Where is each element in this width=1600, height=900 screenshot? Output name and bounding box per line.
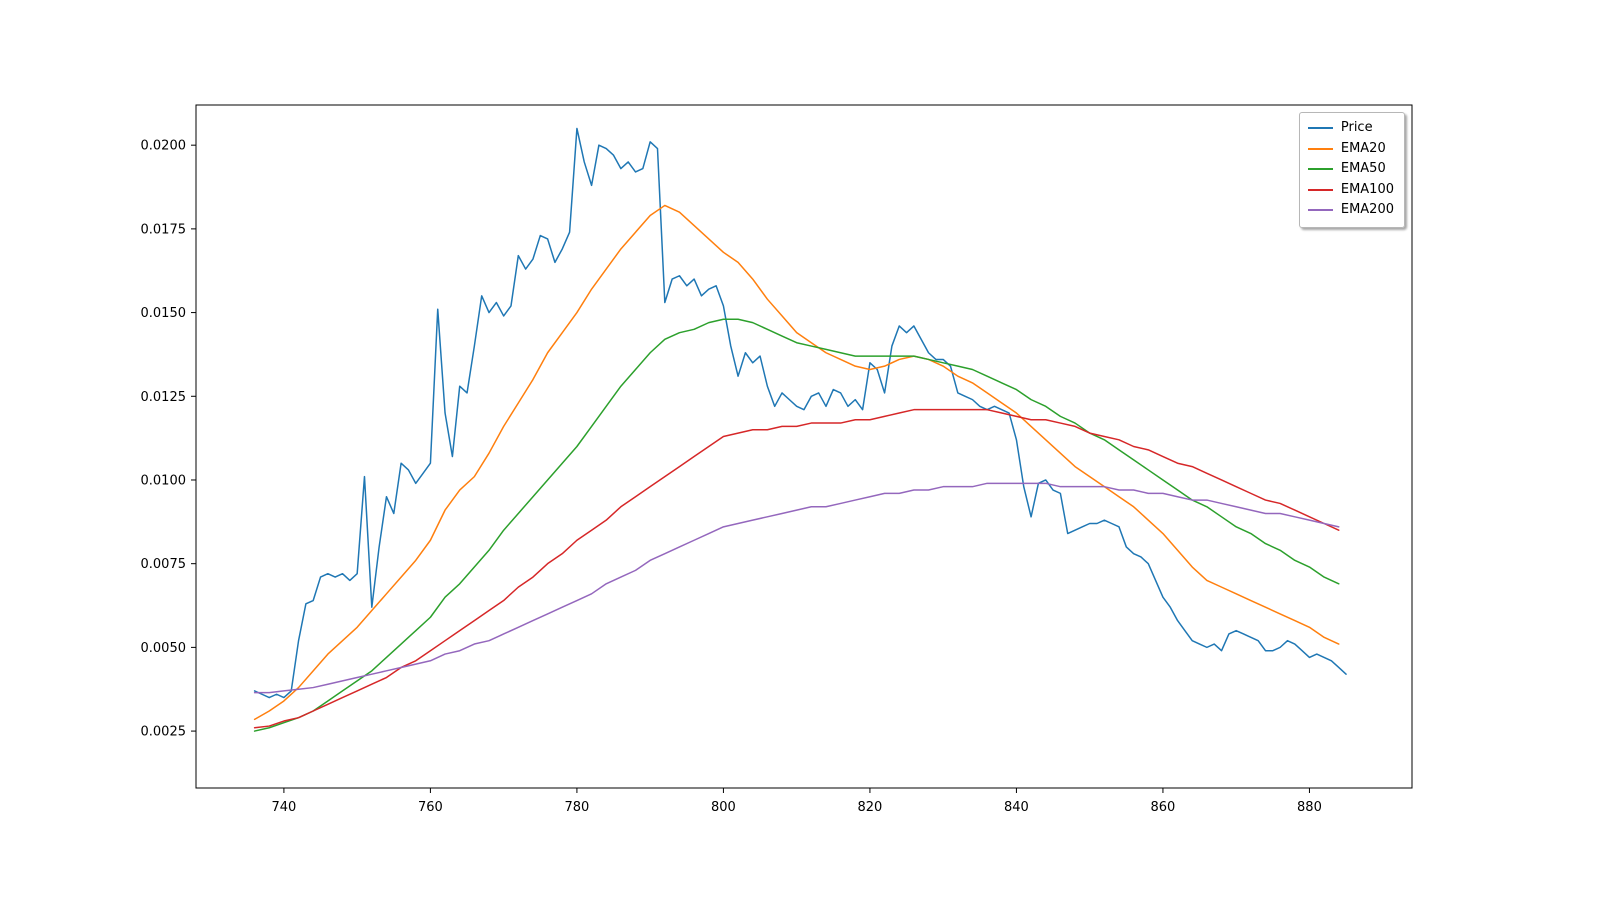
legend-item-ema50: EMA50 (1307, 159, 1394, 180)
y-tick-label: 0.0150 (141, 306, 187, 321)
x-tick-label: 760 (418, 800, 443, 815)
x-tick-label: 820 (858, 800, 883, 815)
x-tick-label: 860 (1151, 800, 1176, 815)
series-line-ema50 (253, 318, 1340, 732)
x-tick-label: 780 (565, 800, 590, 815)
legend-item-ema200: EMA200 (1307, 200, 1394, 221)
legend-label-ema20: EMA20 (1340, 140, 1386, 156)
x-tick-label: 840 (1004, 800, 1029, 815)
legend-line-ema100 (1307, 188, 1333, 191)
legend-label-price: Price (1340, 120, 1373, 135)
legend-line-ema50 (1307, 168, 1333, 171)
legend-line-price (1307, 127, 1333, 130)
legend-line-ema200 (1307, 209, 1333, 212)
legend-label-ema50: EMA50 (1340, 161, 1386, 176)
x-tick-label: 880 (1297, 800, 1322, 815)
legend-item-ema100: EMA100 (1307, 180, 1394, 201)
series-line-ema20 (253, 204, 1340, 721)
series-line-ema200 (253, 482, 1340, 694)
y-tick-label: 0.0175 (141, 222, 187, 237)
series-line-price (253, 127, 1347, 699)
legend-label-ema100: EMA100 (1340, 181, 1394, 197)
y-tick-label: 0.0025 (141, 725, 187, 740)
x-tick-label: 740 (271, 800, 296, 815)
y-tick-label: 0.0125 (141, 390, 187, 405)
legend: Price EMA20 EMA50 EMA100 EMA200 (1298, 112, 1405, 228)
y-tick-label: 0.0075 (141, 557, 187, 572)
legend-item-ema20: EMA20 (1307, 139, 1394, 160)
axes-frame (195, 104, 1413, 789)
legend-line-ema20 (1307, 147, 1333, 150)
legend-item-price: Price (1307, 118, 1394, 139)
y-tick-label: 0.0050 (141, 641, 187, 656)
series-line-ema100 (253, 408, 1340, 729)
y-tick-label: 0.0200 (141, 139, 187, 154)
x-tick-label: 800 (711, 800, 736, 815)
y-tick-label: 0.0100 (141, 473, 187, 488)
legend-label-ema200: EMA200 (1340, 202, 1394, 217)
